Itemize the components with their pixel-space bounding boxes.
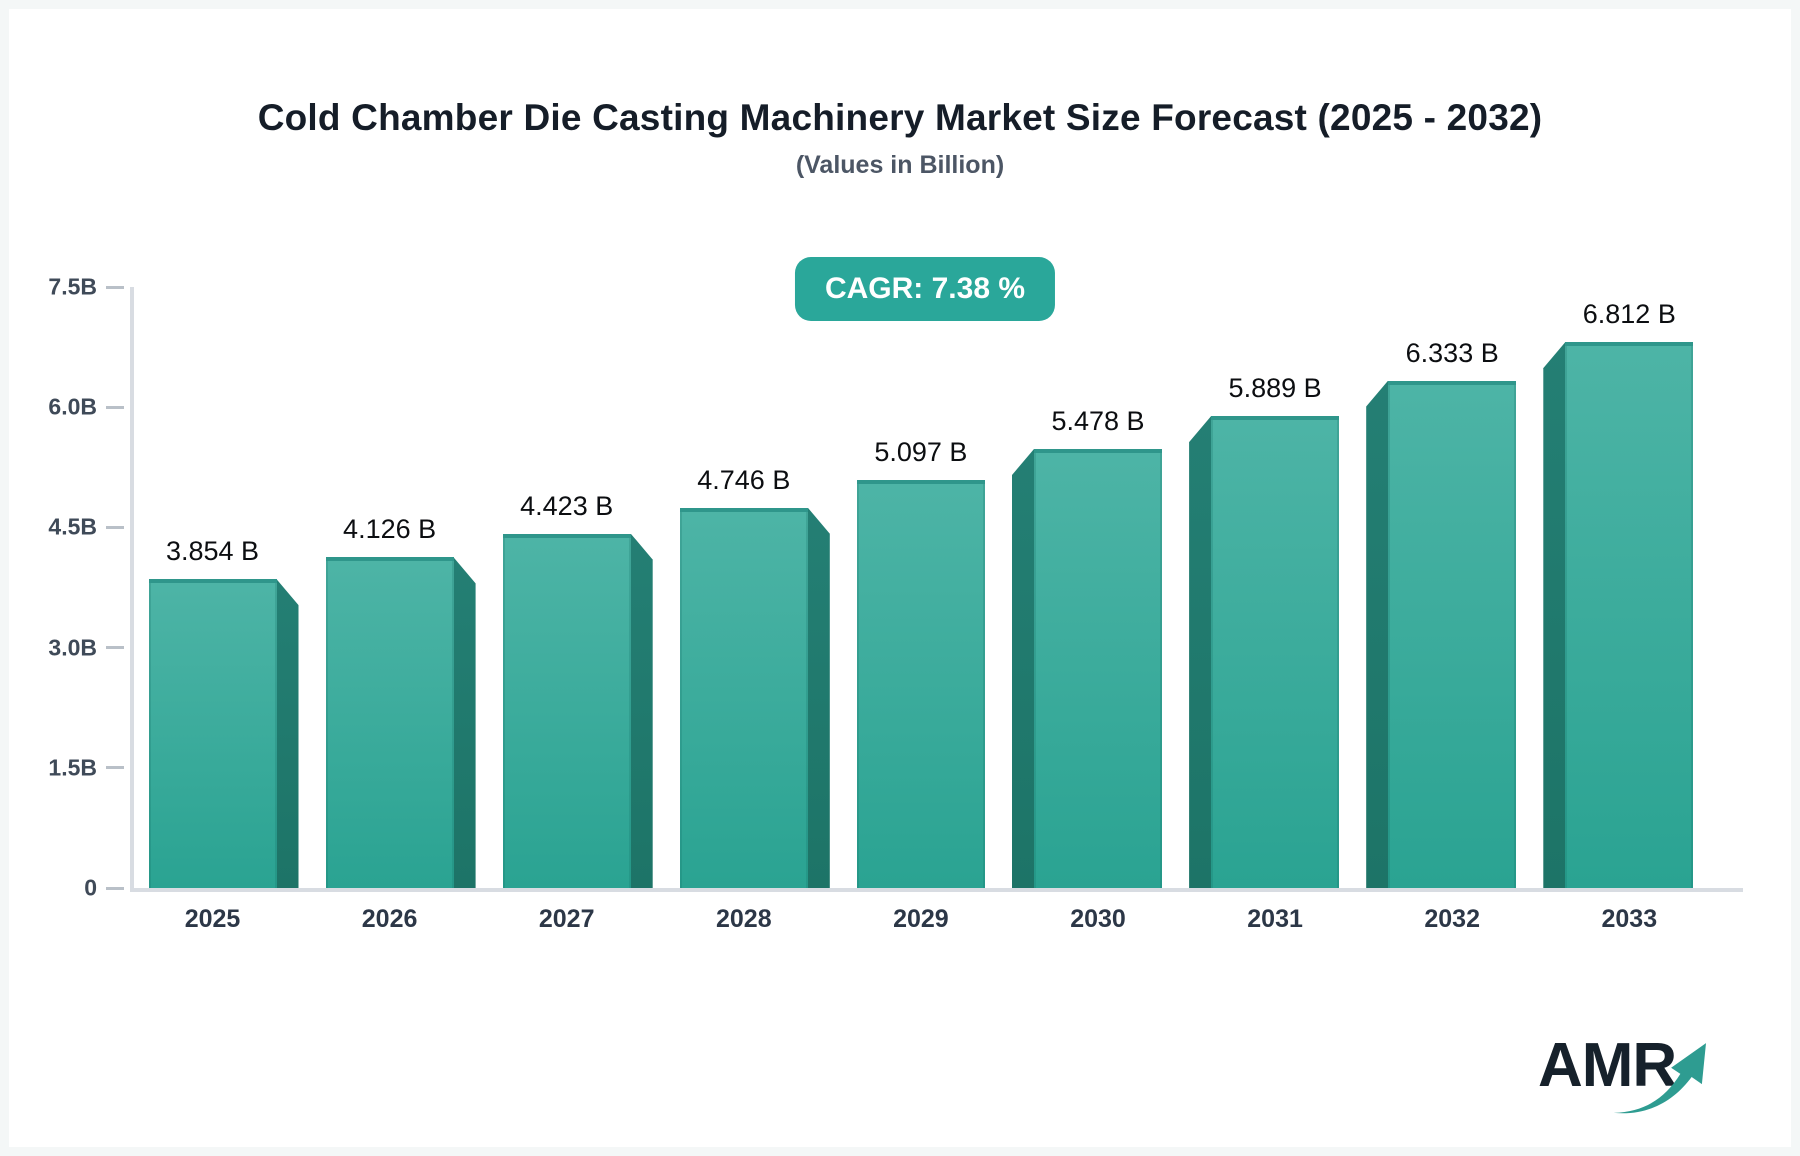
bar-2032-side-panel <box>1366 380 1389 888</box>
x-tick-label-2027: 2027 <box>538 905 595 933</box>
bar-2026 <box>325 557 454 888</box>
cagr-badge: CAGR: 7.38 % <box>794 257 1056 321</box>
bar-value-label-2025: 3.854 B <box>165 536 260 567</box>
bar-2031 <box>1211 416 1340 888</box>
plot-area: 0 1.5B 3.0B 4.5B 6.0B 7.5B 3.854 B 4.126 B 4.42… <box>48 274 1743 901</box>
bar-2029 <box>856 479 985 888</box>
x-tick-label-2028: 2028 <box>715 905 772 933</box>
chart-card: Cold Chamber Die Casting Machinery Marke… <box>9 9 1791 1147</box>
x-tick-label-2026: 2026 <box>361 905 418 933</box>
x-tick-label-2032: 2032 <box>1424 905 1480 933</box>
x-tick-label-2031: 2031 <box>1247 905 1303 933</box>
bar-2026-side-panel <box>453 557 476 888</box>
x-tick-label-2033: 2033 <box>1601 905 1658 933</box>
bar-value-label-2032: 6.333 B <box>1405 337 1499 368</box>
x-tick-label-2030: 2030 <box>1070 905 1126 933</box>
bar-value-label-2027: 4.423 B <box>520 490 614 521</box>
bar-2028-side-panel <box>807 507 830 888</box>
y-tick-label: 6.0B <box>48 393 97 420</box>
y-tick-dash <box>106 285 124 289</box>
y-tick-dash <box>106 646 124 650</box>
amr-logo-text: AMR <box>1538 1031 1677 1100</box>
bar-2033-side-panel <box>1543 342 1566 888</box>
bar-2031-side-panel <box>1189 416 1212 888</box>
y-tick-label: 7.5B <box>48 273 97 300</box>
bar-value-label-2031: 5.889 B <box>1228 373 1322 404</box>
bar-2032 <box>1388 380 1517 888</box>
bar-value-label-2033: 6.812 B <box>1582 299 1676 330</box>
x-axis-line <box>130 888 1743 892</box>
trend-up-arrow-icon <box>1613 1043 1706 1114</box>
trend-up-arrow-path <box>1613 1043 1706 1114</box>
bar-2025 <box>148 579 277 888</box>
bar-2025-side-panel <box>276 579 299 888</box>
bar-value-label-2029: 5.097 B <box>874 436 968 467</box>
amr-logo: AMR <box>1538 1035 1758 1115</box>
bar-2030-side-panel <box>1012 449 1034 888</box>
y-tick-dash <box>106 766 124 770</box>
y-tick-label: 4.5B <box>48 513 97 540</box>
x-tick-label-2025: 2025 <box>184 905 241 933</box>
bar-2027-side-panel <box>630 533 653 888</box>
bar-2030 <box>1034 449 1162 888</box>
bar-2033 <box>1565 342 1694 888</box>
chart-title: Cold Chamber Die Casting Machinery Marke… <box>257 97 1543 138</box>
chart-subtitle: (Values in Billion) <box>795 151 1005 179</box>
x-tick-label-2029: 2029 <box>893 905 949 933</box>
y-tick-label: 0 <box>84 874 97 901</box>
bar-value-label-2026: 4.126 B <box>343 514 437 545</box>
y-tick-dash <box>106 525 124 529</box>
bar-2028 <box>679 507 808 888</box>
y-tick-label: 1.5B <box>48 754 97 781</box>
y-axis-line <box>130 287 134 892</box>
y-tick-label: 3.0B <box>48 634 97 661</box>
y-tick-dash <box>106 886 124 890</box>
bar-value-label-2028: 4.746 B <box>697 464 791 495</box>
y-tick-dash <box>106 405 124 409</box>
bar-2027 <box>502 533 631 888</box>
x-axis-labels: 2025 2026 2027 2028 2029 2030 2031 2032 2033 <box>130 905 1743 945</box>
bar-value-label-2030: 5.478 B <box>1051 406 1145 437</box>
